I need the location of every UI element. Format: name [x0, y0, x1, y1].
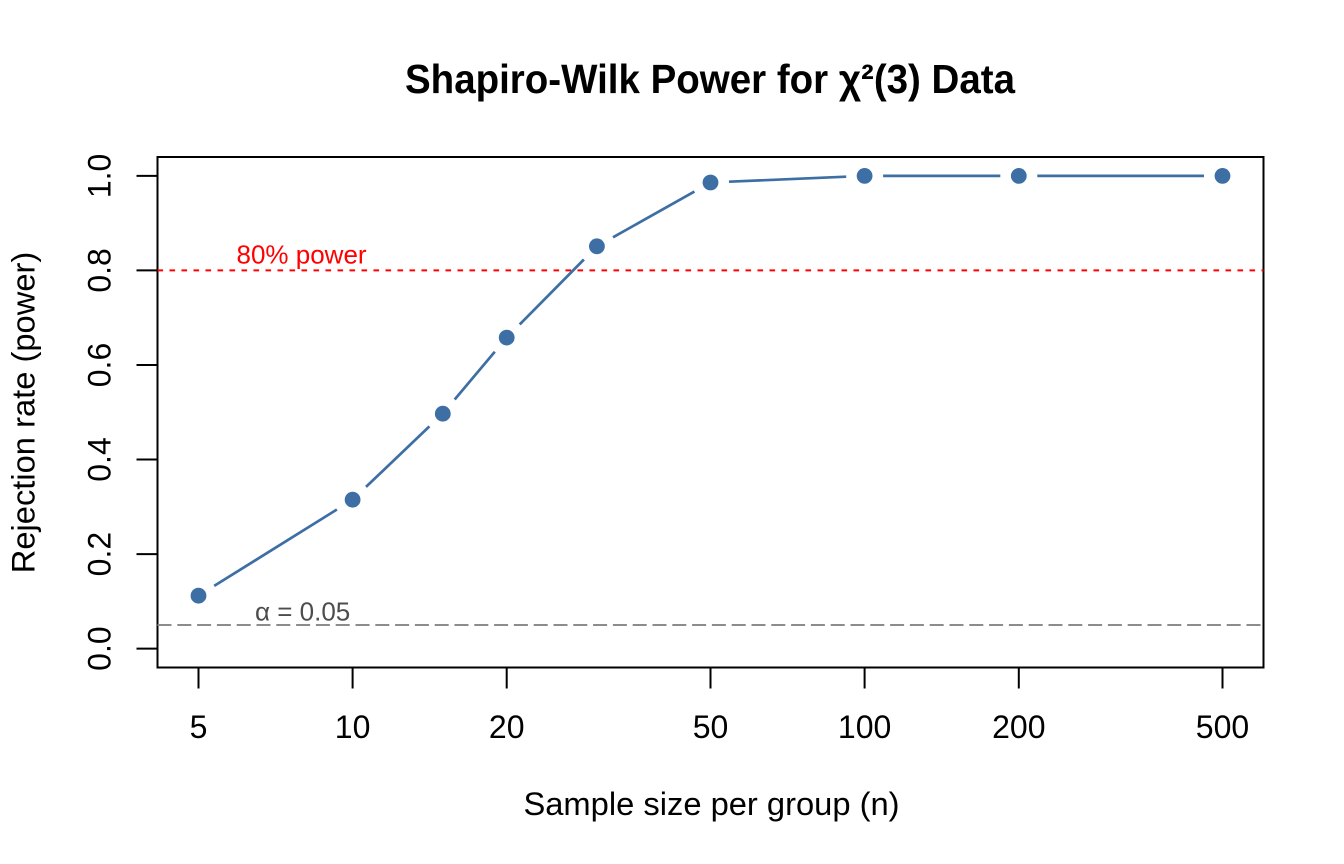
svg-text:20: 20: [489, 709, 525, 745]
svg-text:80% power: 80% power: [237, 239, 367, 269]
svg-text:0.4: 0.4: [82, 437, 118, 481]
svg-text:Sample size per group (n): Sample size per group (n): [523, 785, 899, 822]
svg-text:Rejection rate (power): Rejection rate (power): [4, 252, 41, 574]
svg-text:5: 5: [190, 709, 208, 745]
svg-text:0.6: 0.6: [82, 343, 118, 387]
svg-text:50: 50: [693, 709, 729, 745]
svg-text:100: 100: [838, 709, 891, 745]
svg-text:200: 200: [992, 709, 1045, 745]
svg-text:α = 0.05: α = 0.05: [255, 596, 350, 626]
svg-text:10: 10: [335, 709, 371, 745]
svg-text:0.8: 0.8: [82, 248, 118, 292]
svg-text:Shapiro-Wilk Power for χ²(3) D: Shapiro-Wilk Power for χ²(3) Data: [405, 56, 1016, 102]
svg-text:0.0: 0.0: [82, 626, 118, 670]
svg-text:0.2: 0.2: [82, 532, 118, 576]
svg-text:1.0: 1.0: [82, 154, 118, 198]
svg-text:500: 500: [1196, 709, 1249, 745]
